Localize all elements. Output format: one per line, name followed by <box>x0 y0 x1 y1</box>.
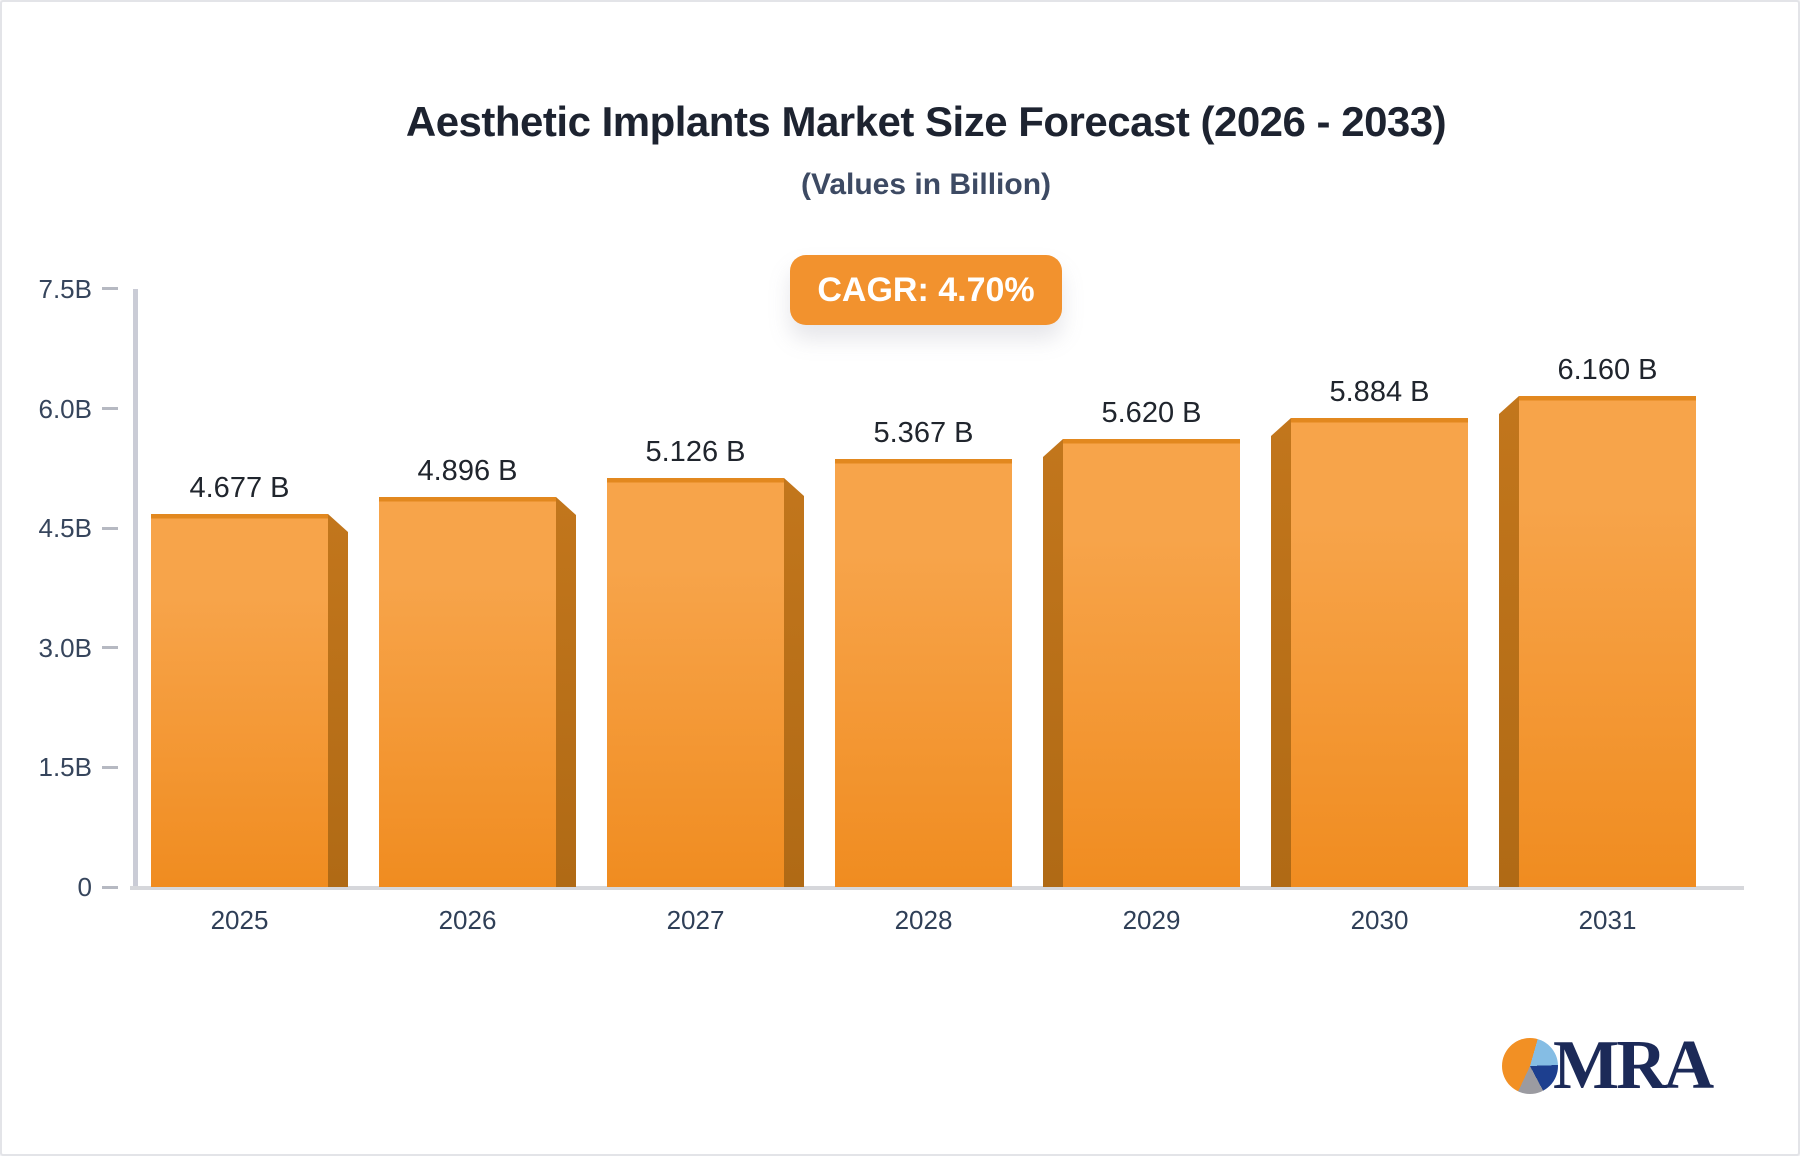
x-tick-label-2027: 2027 <box>666 905 725 935</box>
pie-chart-icon <box>1502 1038 1558 1094</box>
x-tick-label-2030: 2030 <box>1350 905 1409 935</box>
x-tick-label-2031: 2031 <box>1578 905 1637 935</box>
y-tick-label: 4.5B <box>38 513 93 544</box>
y-tick-label: 1.5B <box>38 752 93 783</box>
bar-2031-side <box>1499 396 1519 887</box>
y-tick-label: 6.0B <box>38 393 93 424</box>
mra-logo: MRA <box>1502 1027 1714 1104</box>
y-tick-label: 7.5B <box>38 273 93 304</box>
bar-value-label-2029: 5.620 B <box>1101 397 1202 429</box>
x-axis-line <box>130 886 1744 890</box>
chart-subtitle: (Values in Billion) <box>800 168 1052 201</box>
x-tick-label-2028: 2028 <box>894 905 953 935</box>
cagr-badge: CAGR: 4.70% <box>790 255 1062 325</box>
bar-2029-front <box>1063 439 1240 887</box>
bar-2028-front <box>835 459 1012 887</box>
bar-value-label-2026: 4.896 B <box>417 455 518 487</box>
y-tick-dash <box>102 526 118 530</box>
bar-2030-front <box>1291 418 1468 887</box>
y-tick-dash <box>102 287 118 291</box>
logo-text: MRA <box>1553 1027 1714 1104</box>
bar-2026-front <box>379 497 556 887</box>
bar-value-label-2031: 6.160 B <box>1557 354 1658 386</box>
bar-value-label-2025: 4.677 B <box>189 472 290 504</box>
y-tick-dash <box>102 646 118 650</box>
y-tick-dash <box>102 885 118 889</box>
bar-2025-front <box>151 514 328 887</box>
bar-2025-side <box>328 514 348 887</box>
chart-title: Aesthetic Implants Market Size Forecast … <box>405 98 1447 145</box>
bar-2031-front <box>1519 396 1696 887</box>
bar-2030-side <box>1271 418 1291 887</box>
y-tick-dash <box>102 765 118 769</box>
bar-value-label-2027: 5.126 B <box>645 436 746 468</box>
bar-2026-side <box>556 497 576 887</box>
x-tick-label-2026: 2026 <box>438 905 497 935</box>
bar-2027-front <box>607 478 784 887</box>
bar-2029-side <box>1043 439 1063 887</box>
y-tick-dash <box>102 407 118 410</box>
y-tick-label: 0 <box>77 872 92 902</box>
bar-2027-side <box>784 478 804 887</box>
y-tick-label: 3.0B <box>38 632 93 663</box>
x-tick-label-2029: 2029 <box>1122 905 1181 935</box>
x-tick-label-2025: 2025 <box>210 905 269 935</box>
bar-value-label-2030: 5.884 B <box>1329 376 1430 408</box>
bar-value-label-2028: 5.367 B <box>873 417 974 449</box>
y-axis-line <box>133 288 138 887</box>
